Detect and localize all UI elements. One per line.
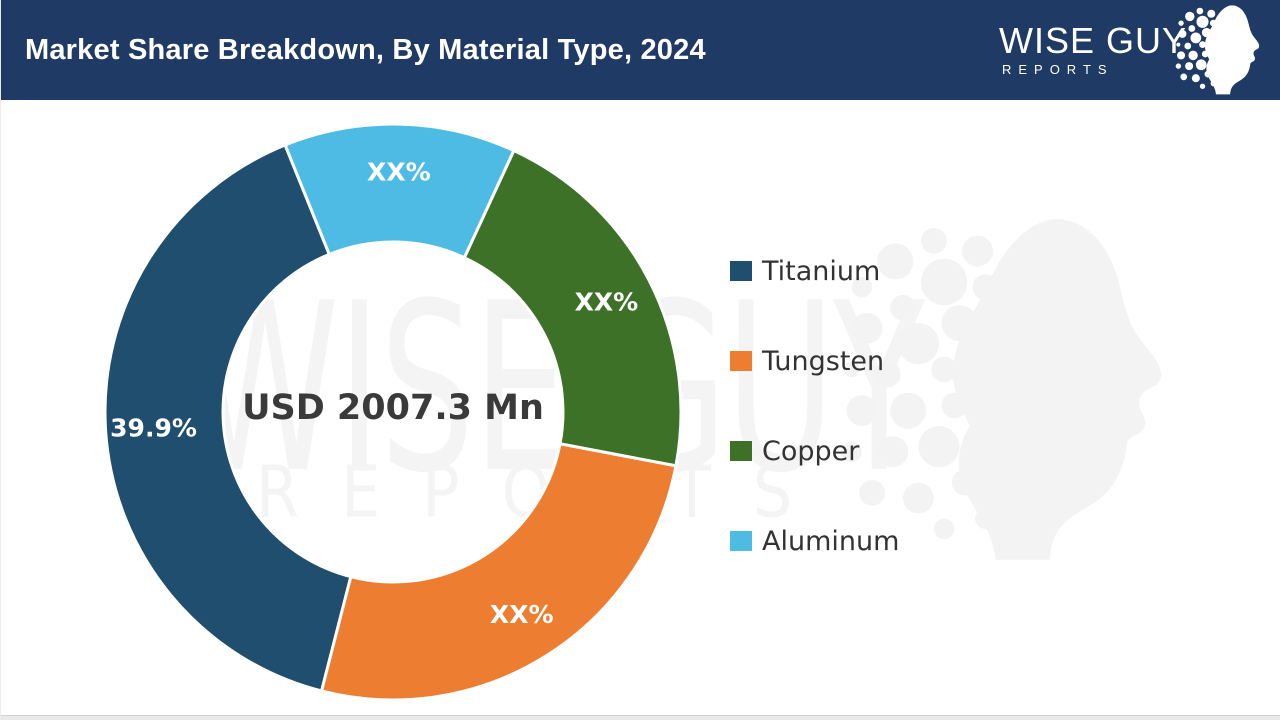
header: Market Share Breakdown, By Material Type… [1,0,1280,100]
segment-label-aluminum: XX% [367,158,431,187]
chart-legend: Titanium Tungsten Copper Aluminum [730,252,899,612]
legend-label: Aluminum [762,525,900,557]
segment-tungsten[interactable] [319,441,678,702]
segment-label-tungsten: XX% [490,600,554,629]
segment-aluminum[interactable] [283,122,516,260]
segment-label-copper: XX% [575,288,639,317]
legend-item-titanium[interactable]: Titanium [730,252,899,290]
logo-subtitle: REPORTS [1001,62,1114,77]
legend-swatch [730,261,752,281]
legend-label: Copper [762,435,860,467]
segment-titanium[interactable] [103,143,353,693]
logo-wordmark: WISE GUY [998,20,1187,61]
bottom-strip [1,715,1280,720]
segment-label-titanium: 39.9% [110,413,197,442]
legend-label: Titanium [762,255,881,287]
legend-swatch [730,531,752,551]
legend-swatch [730,351,752,371]
legend-item-aluminum[interactable]: Aluminum [730,522,899,560]
legend-swatch [730,441,752,461]
logo-text: WISE GUY REPORTS [998,20,1187,78]
legend-label: Tungsten [762,345,885,377]
wise-guy-logo: WISE GUY REPORTS [999,0,1267,100]
legend-item-tungsten[interactable]: Tungsten [730,342,899,380]
legend-item-copper[interactable]: Copper [730,432,899,470]
segment-copper[interactable] [462,148,683,468]
chart-center-value: USD 2007.3 Mn [242,388,544,428]
page-title: Market Share Breakdown, By Material Type… [25,33,706,66]
